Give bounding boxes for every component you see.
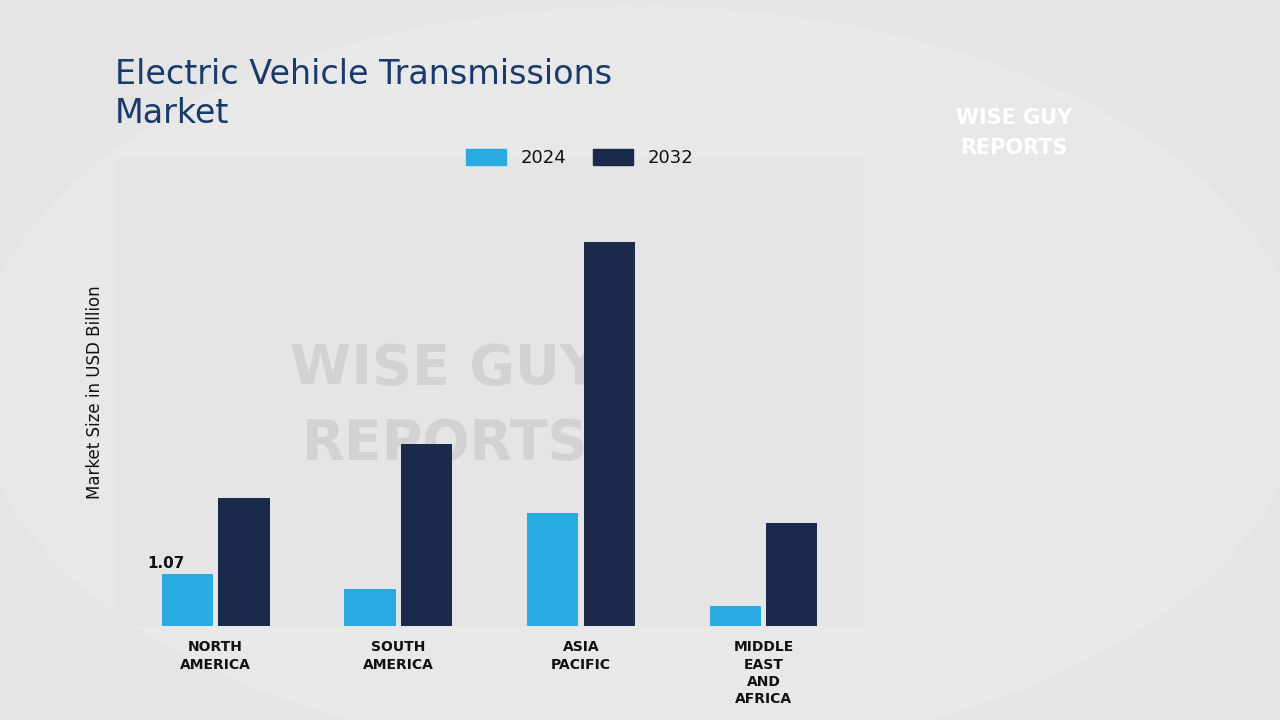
Y-axis label: Market Size in USD Billion: Market Size in USD Billion <box>86 286 104 499</box>
Bar <box>709 606 760 626</box>
Text: Electric Vehicle Transmissions
Market: Electric Vehicle Transmissions Market <box>115 58 612 130</box>
Bar <box>219 498 270 626</box>
Bar <box>584 242 635 626</box>
Bar <box>401 444 452 626</box>
Bar <box>344 590 396 626</box>
Text: WISE GUY
REPORTS: WISE GUY REPORTS <box>289 342 600 471</box>
Legend: 2024, 2032: 2024, 2032 <box>466 149 692 167</box>
Bar <box>767 523 818 626</box>
Bar <box>161 574 212 626</box>
Bar <box>527 513 579 626</box>
Text: 1.07: 1.07 <box>147 557 184 571</box>
Text: WISE GUY
REPORTS: WISE GUY REPORTS <box>956 108 1073 158</box>
